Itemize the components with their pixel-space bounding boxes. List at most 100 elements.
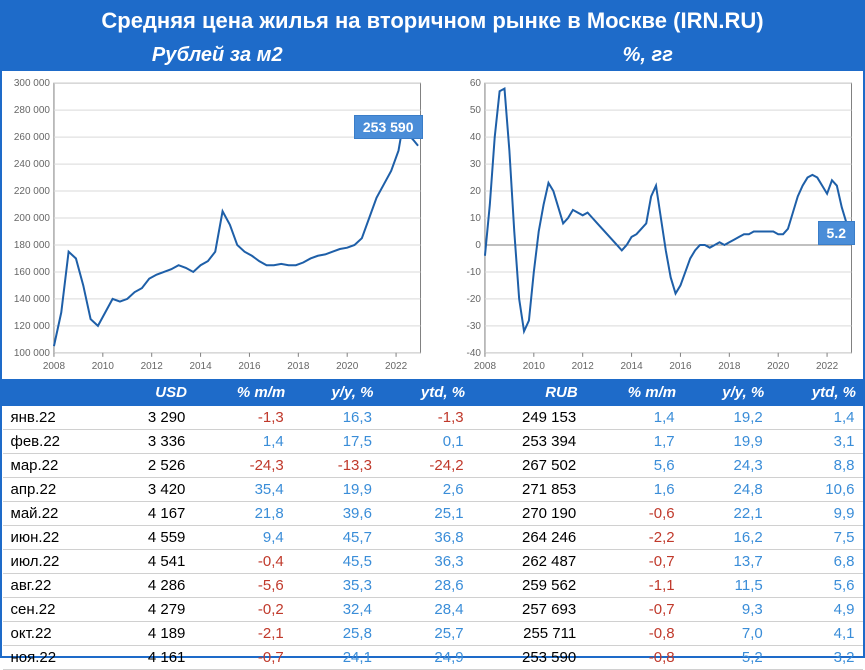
table-cell: окт.22 xyxy=(3,622,108,646)
svg-text:240 000: 240 000 xyxy=(14,159,50,170)
table-cell: 35,4 xyxy=(193,478,291,502)
table-cell: -5,6 xyxy=(193,574,291,598)
svg-text:2018: 2018 xyxy=(718,361,741,372)
svg-text:30: 30 xyxy=(469,159,481,170)
svg-text:40: 40 xyxy=(469,132,481,143)
table-cell: -0,8 xyxy=(584,622,682,646)
table-cell: 36,8 xyxy=(380,526,472,550)
table-header-cell: ytd, % xyxy=(771,380,863,406)
table-cell: -2,1 xyxy=(193,622,291,646)
table-cell: 9,9 xyxy=(771,502,863,526)
table-cell: 19,2 xyxy=(683,406,771,430)
table-cell: 5,6 xyxy=(771,574,863,598)
table-header-cell: ytd, % xyxy=(380,380,472,406)
table-row: июн.224 5599,445,736,8264 246-2,216,27,5 xyxy=(3,526,863,550)
table-cell: 4 189 xyxy=(108,622,194,646)
svg-text:2018: 2018 xyxy=(287,361,310,372)
chart-right-badge: 5.2 xyxy=(818,221,855,245)
svg-text:2020: 2020 xyxy=(336,361,359,372)
table-cell: 253 394 xyxy=(472,430,585,454)
subtitle-right: %, гг xyxy=(433,40,864,71)
table-cell: 4 541 xyxy=(108,550,194,574)
table-cell: 25,8 xyxy=(292,622,380,646)
table-header-cell xyxy=(3,380,108,406)
svg-text:2012: 2012 xyxy=(141,361,164,372)
table-cell: 1,4 xyxy=(771,406,863,430)
table-header-cell: y/y, % xyxy=(292,380,380,406)
table-cell: июл.22 xyxy=(3,550,108,574)
chart-left-cell: 100 000120 000140 000160 000180 000200 0… xyxy=(2,71,433,379)
table-cell: 259 562 xyxy=(472,574,585,598)
table-cell: 1,4 xyxy=(584,406,682,430)
table-header-cell: y/y, % xyxy=(683,380,771,406)
table-cell: янв.22 xyxy=(3,406,108,430)
table-cell: 2,6 xyxy=(380,478,472,502)
table-cell: -2,2 xyxy=(584,526,682,550)
table-cell: 249 153 xyxy=(472,406,585,430)
subtitle-row: Рублей за м2 %, гг xyxy=(2,40,863,71)
table-cell: -1,3 xyxy=(193,406,291,430)
table-cell: 7,5 xyxy=(771,526,863,550)
table-cell: 19,9 xyxy=(292,478,380,502)
table-cell: 19,9 xyxy=(683,430,771,454)
svg-text:10: 10 xyxy=(469,213,481,224)
svg-text:2012: 2012 xyxy=(571,361,594,372)
svg-text:2016: 2016 xyxy=(669,361,692,372)
svg-text:200 000: 200 000 xyxy=(14,213,50,224)
table-cell: 4 167 xyxy=(108,502,194,526)
table-cell: 9,4 xyxy=(193,526,291,550)
table-cell: 24,8 xyxy=(683,478,771,502)
table-cell: -0,2 xyxy=(193,598,291,622)
table-cell: 32,4 xyxy=(292,598,380,622)
charts-row: 100 000120 000140 000160 000180 000200 0… xyxy=(2,71,863,379)
table-row: янв.223 290-1,316,3-1,3249 1531,419,21,4 xyxy=(3,406,863,430)
table-row: авг.224 286-5,635,328,6259 562-1,111,55,… xyxy=(3,574,863,598)
svg-text:-20: -20 xyxy=(466,294,481,305)
table-header-cell: RUB xyxy=(472,380,585,406)
table-cell: 4,9 xyxy=(771,598,863,622)
table-cell: -24,2 xyxy=(380,454,472,478)
table-row: июл.224 541-0,445,536,3262 487-0,713,76,… xyxy=(3,550,863,574)
svg-text:50: 50 xyxy=(469,105,481,116)
table-cell: 4 559 xyxy=(108,526,194,550)
svg-text:300 000: 300 000 xyxy=(14,78,50,89)
svg-text:180 000: 180 000 xyxy=(14,240,50,251)
chart-right-cell: -40-30-20-100102030405060200820102012201… xyxy=(433,71,864,379)
svg-text:220 000: 220 000 xyxy=(14,186,50,197)
table-cell: 271 853 xyxy=(472,478,585,502)
table-cell: 2 526 xyxy=(108,454,194,478)
table-cell: 4 279 xyxy=(108,598,194,622)
subtitle-left: Рублей за м2 xyxy=(2,40,433,71)
table-cell: 8,8 xyxy=(771,454,863,478)
table-cell: 28,6 xyxy=(380,574,472,598)
table-cell: авг.22 xyxy=(3,574,108,598)
svg-text:100 000: 100 000 xyxy=(14,348,50,359)
table-header-row: USD% m/my/y, %ytd, %RUB% m/my/y, %ytd, % xyxy=(3,380,863,406)
table-cell: 10,6 xyxy=(771,478,863,502)
table-cell: 25,1 xyxy=(380,502,472,526)
table-cell: апр.22 xyxy=(3,478,108,502)
table-cell: 24,3 xyxy=(683,454,771,478)
table-row: мар.222 526-24,3-13,3-24,2267 5025,624,3… xyxy=(3,454,863,478)
page-title: Средняя цена жилья на вторичном рынке в … xyxy=(2,2,863,40)
data-table: USD% m/my/y, %ytd, %RUB% m/my/y, %ytd, %… xyxy=(2,379,863,670)
table-row: сен.224 279-0,232,428,4257 693-0,79,34,9 xyxy=(3,598,863,622)
table-cell: 28,4 xyxy=(380,598,472,622)
table-row: апр.223 42035,419,92,6271 8531,624,810,6 xyxy=(3,478,863,502)
table-cell: 262 487 xyxy=(472,550,585,574)
svg-text:2008: 2008 xyxy=(43,361,66,372)
svg-text:160 000: 160 000 xyxy=(14,267,50,278)
table-cell: -24,3 xyxy=(193,454,291,478)
table-cell: 3 290 xyxy=(108,406,194,430)
table-cell: 270 190 xyxy=(472,502,585,526)
table-wrap: USD% m/my/y, %ytd, %RUB% m/my/y, %ytd, %… xyxy=(2,379,863,670)
table-cell: 1,7 xyxy=(584,430,682,454)
table-cell: -0,7 xyxy=(584,598,682,622)
table-header-cell: % m/m xyxy=(193,380,291,406)
svg-text:2022: 2022 xyxy=(815,361,838,372)
table-header-cell: USD xyxy=(108,380,194,406)
table-cell: 16,3 xyxy=(292,406,380,430)
table-cell: 264 246 xyxy=(472,526,585,550)
chart-right: -40-30-20-100102030405060200820102012201… xyxy=(437,75,860,375)
table-cell: 39,6 xyxy=(292,502,380,526)
